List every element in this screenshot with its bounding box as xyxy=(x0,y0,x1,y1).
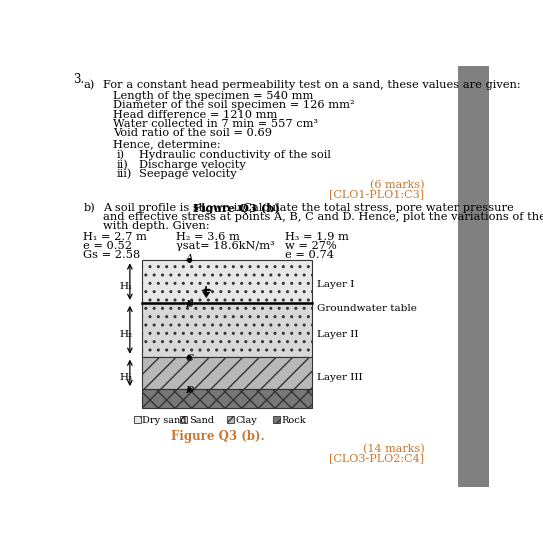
Text: [CLO3-PLO2:C4]: [CLO3-PLO2:C4] xyxy=(329,453,425,463)
Bar xyxy=(142,389,312,408)
Text: For a constant head permeability test on a sand, these values are given:: For a constant head permeability test on… xyxy=(103,79,520,90)
Text: Layer II: Layer II xyxy=(318,330,359,339)
Text: Seepage velocity: Seepage velocity xyxy=(139,169,237,179)
Text: H₃ = 1.9 m: H₃ = 1.9 m xyxy=(285,232,349,242)
Bar xyxy=(180,416,187,423)
Text: Rock: Rock xyxy=(282,416,306,425)
Text: Discharge velocity: Discharge velocity xyxy=(139,160,246,170)
Text: Dry sand: Dry sand xyxy=(142,416,187,425)
Text: Hydraulic conductivity of the soil: Hydraulic conductivity of the soil xyxy=(139,150,331,160)
Text: H₂ = 3.6 m: H₂ = 3.6 m xyxy=(176,232,240,242)
Text: H₁ = 2.7 m: H₁ = 2.7 m xyxy=(84,232,147,242)
Text: Clay: Clay xyxy=(235,416,257,425)
Text: Gs = 2.58: Gs = 2.58 xyxy=(84,251,141,260)
Text: Hence, determine:: Hence, determine: xyxy=(113,139,220,149)
Text: (6 marks): (6 marks) xyxy=(370,179,425,190)
Text: w = 27%: w = 27% xyxy=(285,241,337,251)
Text: Layer I: Layer I xyxy=(318,280,355,288)
Text: a): a) xyxy=(84,79,94,90)
Text: Layer III: Layer III xyxy=(318,373,363,382)
Text: Figure Q3 (b).: Figure Q3 (b). xyxy=(172,430,265,443)
Text: Sand: Sand xyxy=(189,416,214,425)
Text: C: C xyxy=(185,353,193,363)
Text: γsat= 18.6kN/m³: γsat= 18.6kN/m³ xyxy=(176,241,275,251)
Text: b): b) xyxy=(84,203,95,213)
Text: i): i) xyxy=(117,150,125,161)
Text: Length of the specimen = 540 mm: Length of the specimen = 540 mm xyxy=(113,91,313,101)
Text: Groundwater table: Groundwater table xyxy=(318,304,418,313)
Text: . Calculate the total stress, pore water pressure: . Calculate the total stress, pore water… xyxy=(236,203,514,213)
Bar xyxy=(142,260,312,303)
Text: Void ratio of the soil = 0.69: Void ratio of the soil = 0.69 xyxy=(113,128,272,138)
Text: iii): iii) xyxy=(117,169,132,179)
Text: e = 0.74: e = 0.74 xyxy=(285,251,334,260)
Bar xyxy=(142,357,312,389)
Text: Figure Q3 (b): Figure Q3 (b) xyxy=(193,203,280,214)
Text: D: D xyxy=(185,386,194,395)
Text: B: B xyxy=(185,300,193,309)
Text: with depth. Given:: with depth. Given: xyxy=(103,221,210,231)
Text: Head difference = 1210 mm: Head difference = 1210 mm xyxy=(113,109,277,120)
Text: and effective stress at points A, B, C and D. Hence, plot the variations of the : and effective stress at points A, B, C a… xyxy=(103,212,543,222)
Bar xyxy=(273,416,280,423)
Text: A: A xyxy=(186,254,194,263)
Text: ii): ii) xyxy=(117,160,129,170)
Bar xyxy=(458,66,489,487)
Text: Water collected in 7 min = 557 cm³: Water collected in 7 min = 557 cm³ xyxy=(113,119,318,129)
Text: H₃: H₃ xyxy=(119,373,132,382)
Bar xyxy=(227,416,233,423)
Text: e = 0.52: e = 0.52 xyxy=(84,241,132,251)
Bar xyxy=(134,416,141,423)
Text: H₂: H₂ xyxy=(119,330,132,339)
Text: 3.: 3. xyxy=(73,73,85,85)
Text: (14 marks): (14 marks) xyxy=(363,444,425,454)
Polygon shape xyxy=(203,292,210,298)
Bar xyxy=(142,303,312,357)
Text: H₁: H₁ xyxy=(119,282,132,290)
Text: [CLO1-PLO1:C3]: [CLO1-PLO1:C3] xyxy=(329,189,425,199)
Text: Diameter of the soil specimen = 126 mm²: Diameter of the soil specimen = 126 mm² xyxy=(113,100,355,110)
Text: A soil profile is shown in: A soil profile is shown in xyxy=(103,203,248,213)
